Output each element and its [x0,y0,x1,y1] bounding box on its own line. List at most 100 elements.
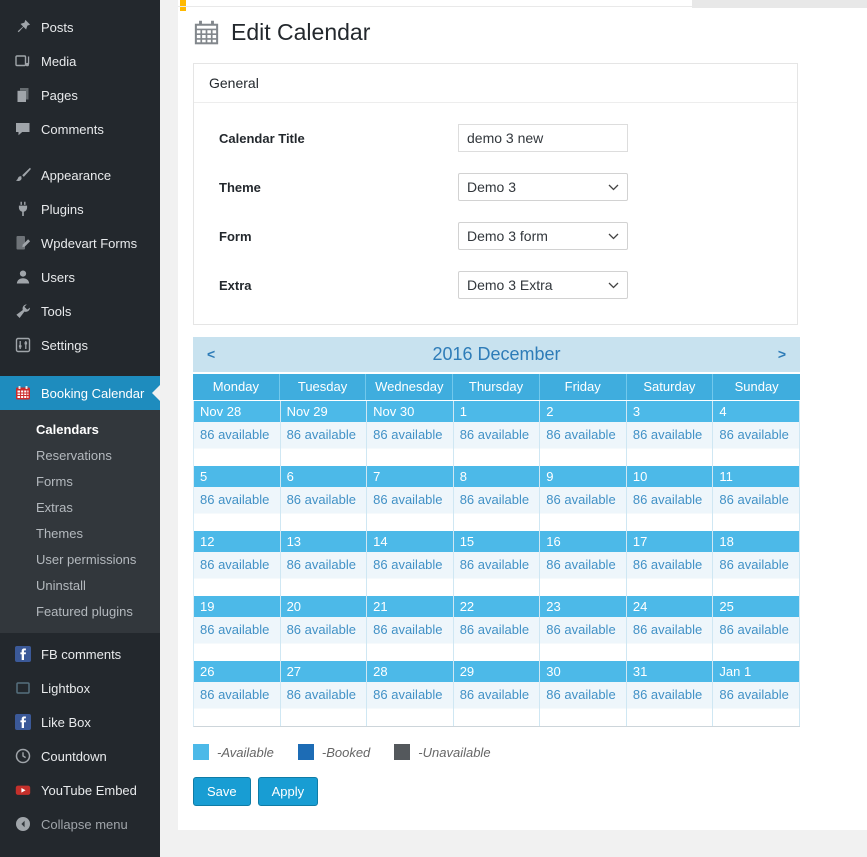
submenu-item-featured-plugins[interactable]: Featured plugins [36,604,133,619]
submenu-item-calendars[interactable]: Calendars [36,422,99,437]
sidebar-item-posts[interactable]: Posts [0,10,160,44]
sidebar-item-pages[interactable]: Pages [0,78,160,112]
form-row: Form Demo 3 form [219,222,797,250]
calendar-cell-20[interactable]: 20 86 available [280,596,368,661]
calendar-cell-23[interactable]: 23 86 available [540,596,627,661]
calendar-cell-space [540,578,626,596]
calendar-cell-26[interactable]: 26 86 available [194,661,281,726]
calendar-cell-1[interactable]: 1 86 available [453,401,541,466]
sidebar-item-youtube-embed[interactable]: YouTube Embed [0,773,160,807]
calendar-cell-nov-28[interactable]: Nov 28 86 available [194,401,281,466]
calendar-cell-19[interactable]: 19 86 available [194,596,281,661]
calendar-cell-4[interactable]: 4 86 available [713,401,800,466]
sidebar-item-booking-calendar[interactable]: Booking Calendar [0,376,160,410]
calendar-cell-jan-1[interactable]: Jan 1 86 available [713,661,800,726]
calendar-cell-30[interactable]: 30 86 available [540,661,627,726]
calendar-cell-date: 2 [540,401,626,422]
sidebar-item-label: Countdown [41,748,107,764]
calendar-cell-date: 16 [540,531,626,552]
calendar-cell-13[interactable]: 13 86 available [280,531,368,596]
calendar-cell-date: 9 [540,466,626,487]
sidebar-item-like-box[interactable]: Like Box [0,705,160,739]
calendar-cell-6[interactable]: 6 86 available [280,466,368,531]
form-select[interactable]: Demo 3 form [458,222,628,250]
calendar-cell-nov-30[interactable]: Nov 30 86 available [367,401,454,466]
sidebar-item-countdown[interactable]: Countdown [0,739,160,773]
sidebar-item-label: Wpdevart Forms [41,235,138,251]
submenu-item-forms[interactable]: Forms [36,474,73,489]
sidebar-item-settings[interactable]: Settings [0,328,160,362]
calendar-cell-space [194,578,280,596]
calendar-title-input[interactable] [458,124,628,152]
calendar-cell-9[interactable]: 9 86 available [540,466,627,531]
calendar-cell-space [540,448,626,466]
calendar-cell-29[interactable]: 29 86 available [453,661,541,726]
calendar-cell-12[interactable]: 12 86 available [194,531,281,596]
calendar-cell-15[interactable]: 15 86 available [453,531,541,596]
submenu-item-uninstall[interactable]: Uninstall [36,578,86,593]
submenu-item-reservations[interactable]: Reservations [36,448,112,463]
form-label: Form [219,228,252,244]
calendar-cell-8[interactable]: 8 86 available [453,466,541,531]
legend-swatch [394,744,411,760]
submenu-item-extras[interactable]: Extras [36,500,73,515]
theme-select[interactable]: Demo 3 [458,173,628,201]
calendar-cell-10[interactable]: 10 86 available [626,466,714,531]
sidebar-item-users[interactable]: Users [0,260,160,294]
sidebar-item-media[interactable]: Media [0,44,160,78]
calendar-week-row: 5 86 available 6 86 available 7 86 available 8… [194,466,800,531]
calendar-cell-availability: 86 available [280,617,367,643]
calendar-cell-space [280,643,367,661]
sidebar-item-appearance[interactable]: Appearance [0,158,160,192]
calendar-cell-date: Nov 30 [367,401,453,422]
sidebar-item-lightbox[interactable]: Lightbox [0,671,160,705]
calendar-cell-14[interactable]: 14 86 available [367,531,454,596]
calendar-cell-space [280,578,367,596]
extra-select[interactable]: Demo 3 Extra [458,271,628,299]
calendar-cell-28[interactable]: 28 86 available [367,661,454,726]
next-month-button[interactable]: > [777,346,786,362]
prev-month-button[interactable]: < [207,346,216,362]
calendar-cell-date: 24 [626,596,713,617]
sidebar-item-collapse-menu[interactable]: Collapse menu [0,807,160,841]
calendar-cell-24[interactable]: 24 86 available [626,596,714,661]
sidebar-item-plugins[interactable]: Plugins [0,192,160,226]
submenu-item-themes[interactable]: Themes [36,526,83,541]
sidebar-item-comments[interactable]: Comments [0,112,160,146]
calendar-cell-25[interactable]: 25 86 available [713,596,800,661]
calendar-cell-18[interactable]: 18 86 available [713,531,800,596]
calendar-cell-16[interactable]: 16 86 available [540,531,627,596]
sidebar-item-wpdevart-forms[interactable]: Wpdevart Forms [0,226,160,260]
extra-row: Extra Demo 3 Extra [219,271,797,299]
submenu-item-user-permissions[interactable]: User permissions [36,552,137,567]
booking-calendar-submenu: Calendars Reservations Forms Extras Themes Us… [0,410,160,633]
calendar-cell-date: 18 [713,531,799,552]
calendar-cell-nov-29[interactable]: Nov 29 86 available [280,401,368,466]
calendar-cell-space [280,448,367,466]
calendar-cell-22[interactable]: 22 86 available [453,596,541,661]
admin-menu: Posts Media Pages Comments Appearance Plugins… [0,0,160,362]
calendar-cell-2[interactable]: 2 86 available [540,401,627,466]
calendar-cell-11[interactable]: 11 86 available [713,466,800,531]
collapse-arrow-icon [13,816,33,832]
calendar-cell-5[interactable]: 5 86 available [194,466,281,531]
sidebar-item-fb-comments[interactable]: FB comments [0,637,160,671]
save-button[interactable]: Save [193,777,251,806]
calendar-cell-availability: 86 available [194,422,280,448]
sidebar-item-label: Pages [41,87,78,103]
calendar-cell-date: 26 [194,661,280,682]
calendar-cell-17[interactable]: 17 86 available [626,531,714,596]
calendar-cell-availability: 86 available [540,617,626,643]
calendar-cell-21[interactable]: 21 86 available [367,596,454,661]
sidebar-item-tools[interactable]: Tools [0,294,160,328]
calendar-cell-27[interactable]: 27 86 available [280,661,368,726]
calendar-cell-3[interactable]: 3 86 available [626,401,714,466]
user-icon [13,269,33,285]
calendar-cell-date: 30 [540,661,626,682]
admin-menu-plugins: FB comments Lightbox Like Box Countdown YouT… [0,633,160,807]
plug-icon [13,201,33,217]
calendar-cell-31[interactable]: 31 86 available [626,661,714,726]
apply-button[interactable]: Apply [257,777,319,806]
calendar-cell-7[interactable]: 7 86 available [367,466,454,531]
sidebar-item-label: Collapse menu [41,816,128,832]
